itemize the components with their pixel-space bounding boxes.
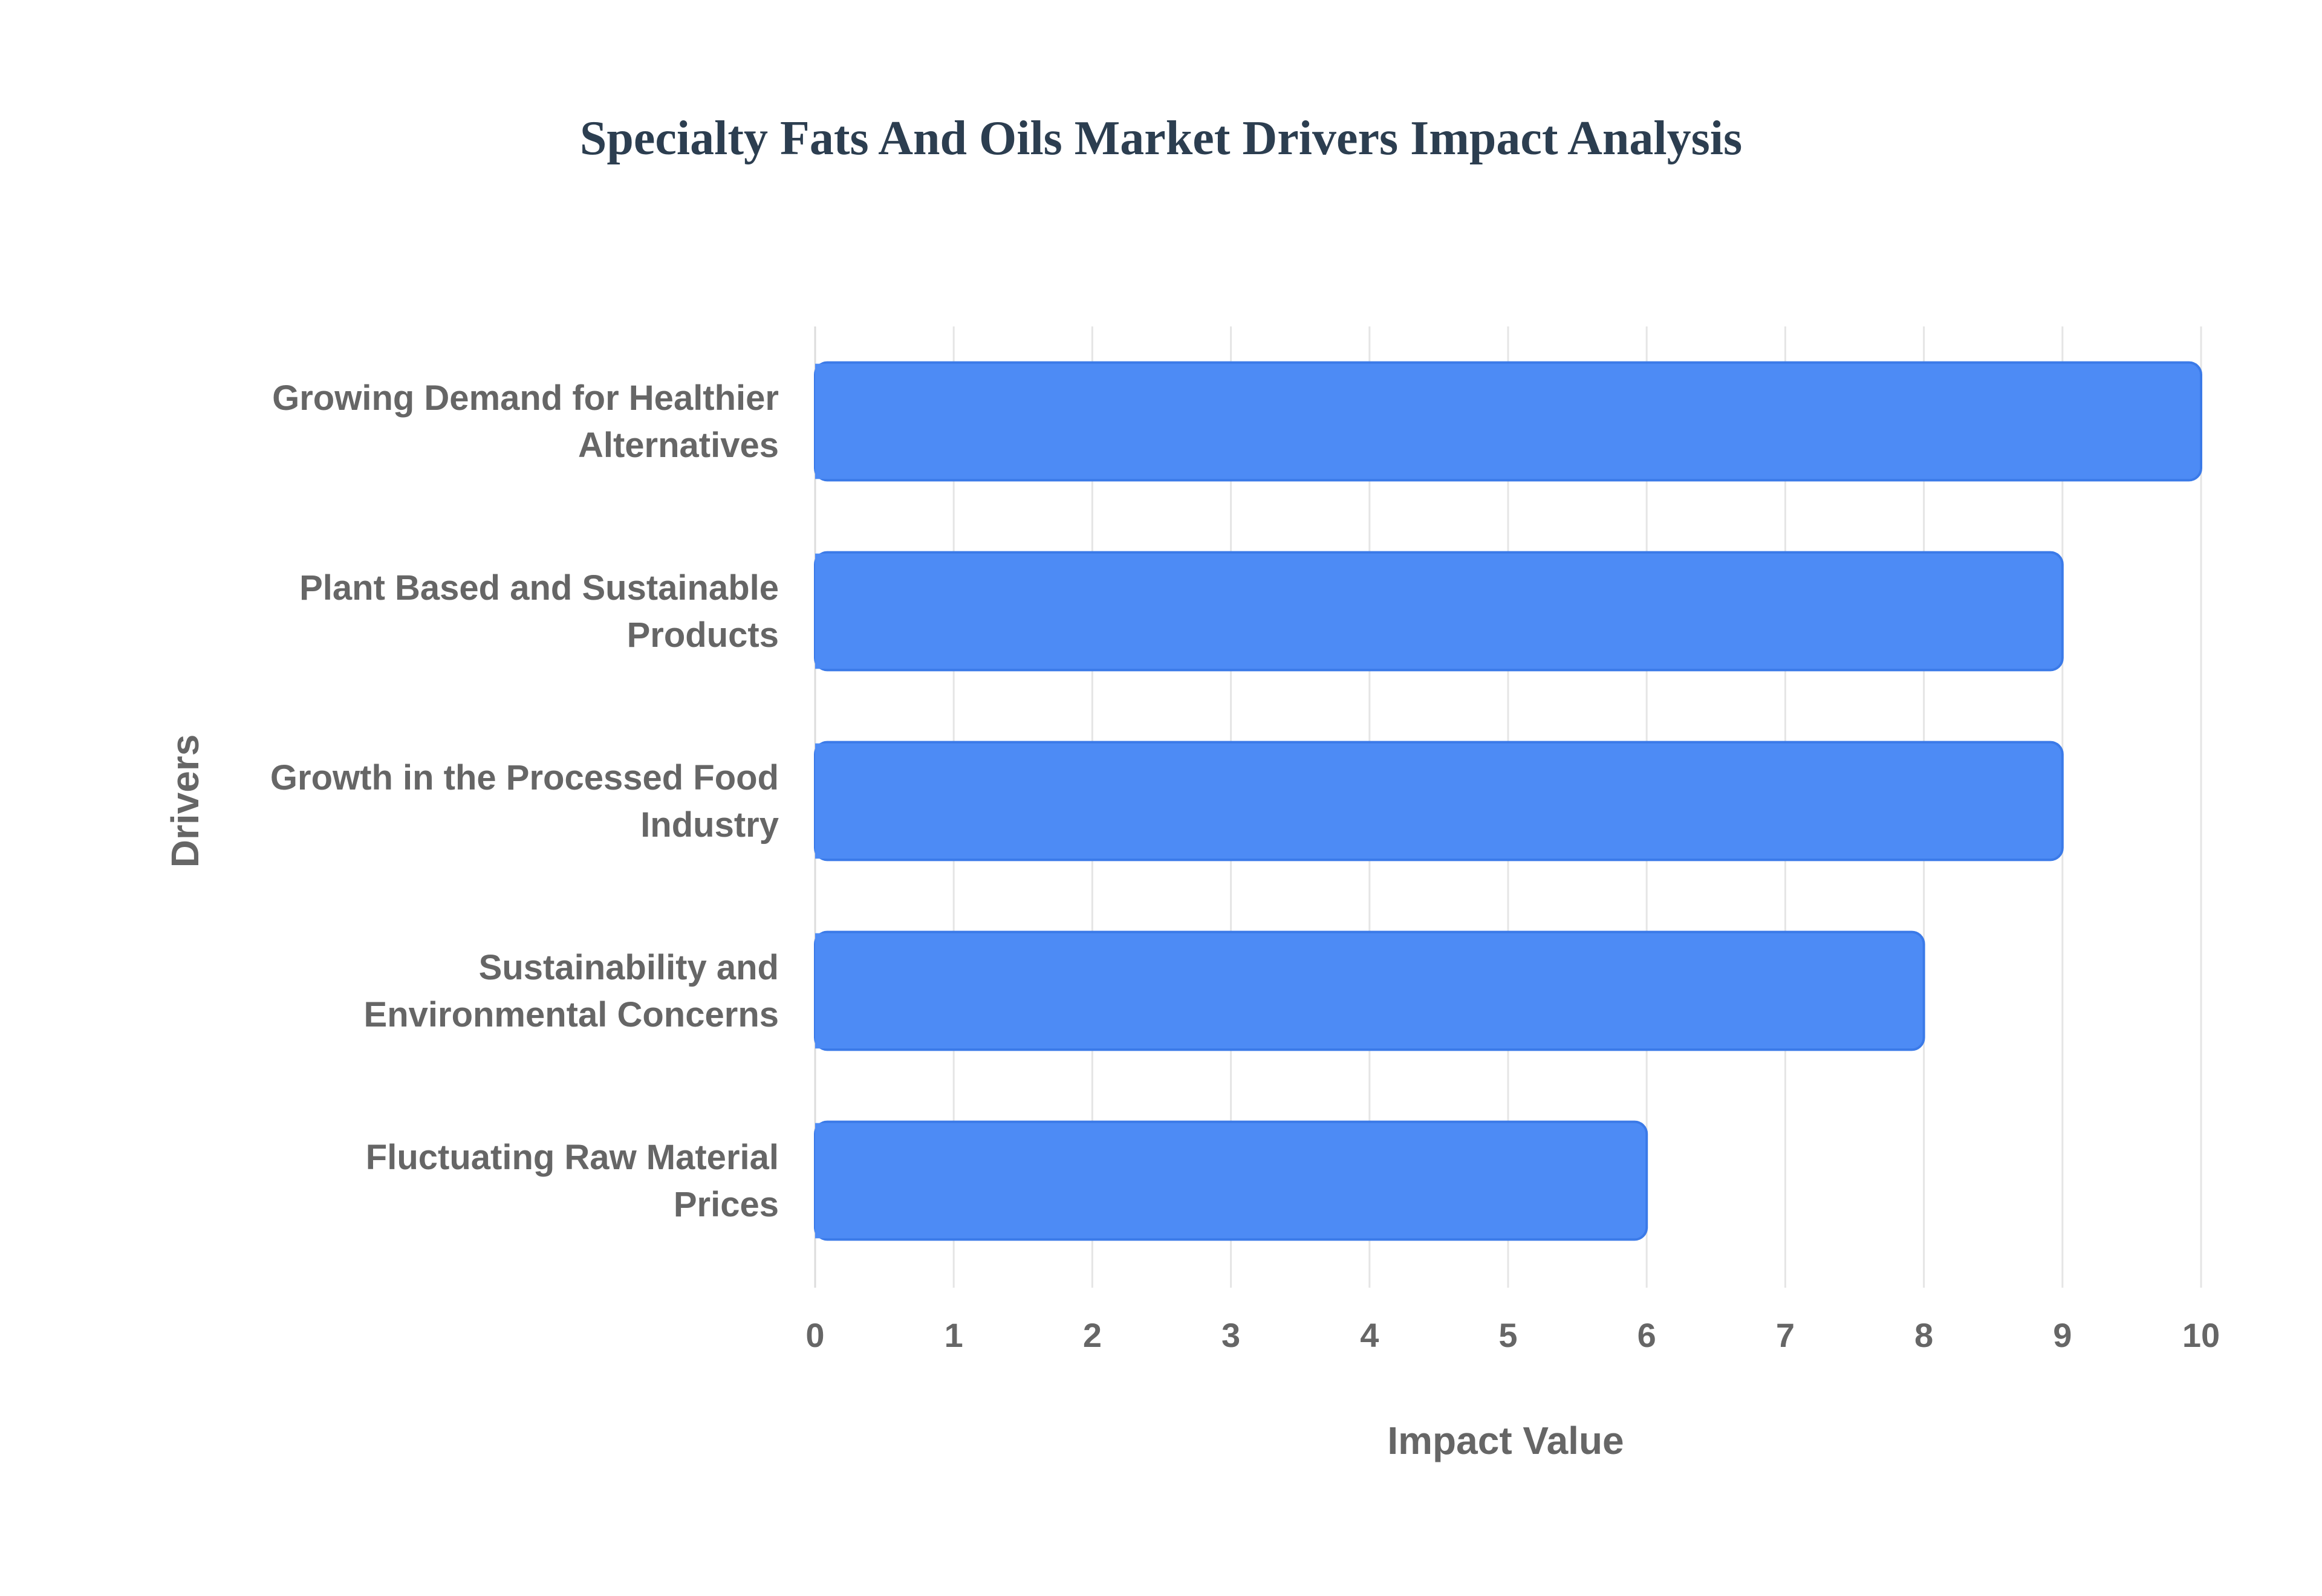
bar (814, 551, 2064, 672)
x-tick-label: 8 (1914, 1316, 1933, 1354)
bar (814, 361, 2202, 482)
bar-base (815, 363, 830, 479)
x-tick-label: 10 (2182, 1316, 2220, 1354)
bar (814, 930, 1925, 1051)
x-tick-label: 5 (1498, 1316, 1517, 1354)
x-axis-ticks: 0 1 2 3 4 5 6 7 8 9 10 (805, 1316, 2220, 1354)
category-label: Growth in the Processed Food Industry (270, 758, 779, 845)
bar-base (815, 553, 830, 669)
category-label: Fluctuating Raw Material Prices (366, 1138, 779, 1224)
x-tick-label: 1 (945, 1316, 963, 1354)
bar-base (815, 933, 830, 1049)
y-axis-title: Drivers (163, 735, 207, 868)
category-label: Growing Demand for Healthier Alternatives (272, 378, 779, 465)
category-label: Plant Based and Sustainable Products (299, 568, 779, 655)
y-axis-categories: Growing Demand for Healthier Alternatives… (270, 378, 779, 1224)
chart-title: Specialty Fats And Oils Market Drivers I… (580, 112, 1742, 165)
x-tick-label: 3 (1221, 1316, 1240, 1354)
x-tick-label: 7 (1776, 1316, 1795, 1354)
x-tick-label: 4 (1360, 1316, 1379, 1354)
x-tick-label: 6 (1637, 1316, 1656, 1354)
bar (814, 741, 2064, 861)
x-axis-title: Impact Value (1387, 1419, 1624, 1462)
category-label: Sustainability and Environmental Concerns (364, 948, 779, 1034)
bar-base (815, 743, 830, 859)
x-tick-label: 2 (1083, 1316, 1102, 1354)
bars (814, 361, 2202, 1241)
x-tick-label: 0 (805, 1316, 824, 1354)
bar (814, 1120, 1648, 1241)
bar-base (815, 1123, 830, 1239)
x-tick-label: 9 (2053, 1316, 2072, 1354)
